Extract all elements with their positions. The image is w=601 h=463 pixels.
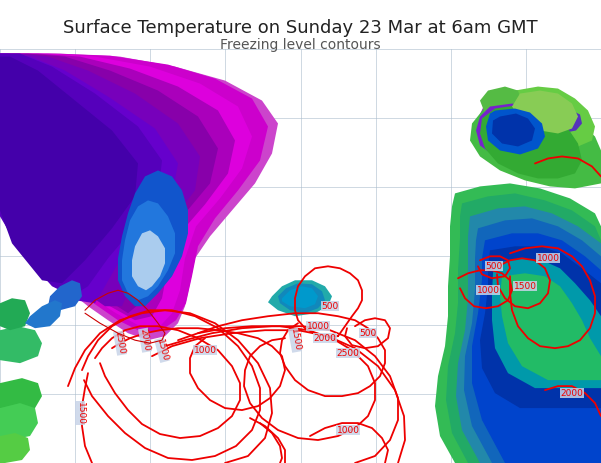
Polygon shape bbox=[0, 54, 200, 306]
Text: 1000: 1000 bbox=[194, 346, 216, 355]
Text: 2000: 2000 bbox=[561, 388, 584, 398]
Polygon shape bbox=[476, 104, 555, 161]
Polygon shape bbox=[0, 56, 138, 283]
Polygon shape bbox=[0, 54, 235, 320]
Text: 500: 500 bbox=[359, 329, 377, 338]
Polygon shape bbox=[480, 106, 582, 178]
Polygon shape bbox=[435, 183, 601, 463]
Text: 1000: 1000 bbox=[337, 425, 359, 435]
Polygon shape bbox=[25, 300, 62, 328]
Polygon shape bbox=[512, 91, 578, 133]
Polygon shape bbox=[118, 170, 188, 306]
Polygon shape bbox=[556, 111, 582, 132]
Polygon shape bbox=[0, 378, 42, 413]
Polygon shape bbox=[0, 326, 42, 363]
Polygon shape bbox=[48, 280, 82, 310]
Polygon shape bbox=[492, 113, 535, 146]
Polygon shape bbox=[0, 54, 162, 296]
Text: 2500: 2500 bbox=[337, 349, 359, 357]
Polygon shape bbox=[492, 258, 601, 388]
Text: Surface Temperature on Sunday 23 Mar at 6am GMT: Surface Temperature on Sunday 23 Mar at … bbox=[63, 19, 538, 38]
Text: 500: 500 bbox=[322, 302, 338, 311]
Text: 1500: 1500 bbox=[513, 282, 537, 291]
Polygon shape bbox=[132, 231, 165, 290]
Polygon shape bbox=[480, 87, 522, 120]
Text: Freezing level contours: Freezing level contours bbox=[220, 38, 381, 52]
Polygon shape bbox=[486, 108, 545, 155]
Polygon shape bbox=[0, 54, 278, 340]
Polygon shape bbox=[480, 246, 601, 408]
Text: 1000: 1000 bbox=[537, 254, 560, 263]
Polygon shape bbox=[446, 194, 601, 463]
Text: 2000: 2000 bbox=[139, 328, 151, 352]
Text: 1500: 1500 bbox=[76, 401, 85, 425]
Polygon shape bbox=[472, 233, 601, 463]
Polygon shape bbox=[122, 200, 175, 300]
Polygon shape bbox=[464, 219, 601, 463]
Text: 2500: 2500 bbox=[114, 331, 126, 355]
Polygon shape bbox=[282, 286, 318, 308]
Polygon shape bbox=[0, 54, 218, 313]
Polygon shape bbox=[0, 403, 38, 440]
Polygon shape bbox=[0, 433, 30, 463]
Polygon shape bbox=[476, 100, 562, 163]
Polygon shape bbox=[470, 99, 601, 188]
Polygon shape bbox=[0, 298, 30, 330]
Polygon shape bbox=[456, 206, 601, 463]
Text: 500: 500 bbox=[486, 262, 502, 271]
Text: 1500: 1500 bbox=[154, 338, 169, 363]
Polygon shape bbox=[500, 273, 601, 380]
Text: 1500: 1500 bbox=[288, 328, 302, 352]
Polygon shape bbox=[0, 54, 252, 326]
Polygon shape bbox=[278, 283, 325, 313]
Polygon shape bbox=[505, 87, 595, 146]
Text: 1000: 1000 bbox=[307, 322, 329, 331]
Polygon shape bbox=[0, 54, 268, 331]
Text: 2000: 2000 bbox=[314, 334, 337, 343]
Polygon shape bbox=[0, 54, 178, 303]
Polygon shape bbox=[553, 106, 585, 134]
Text: 1000: 1000 bbox=[477, 286, 499, 295]
Polygon shape bbox=[268, 280, 332, 316]
